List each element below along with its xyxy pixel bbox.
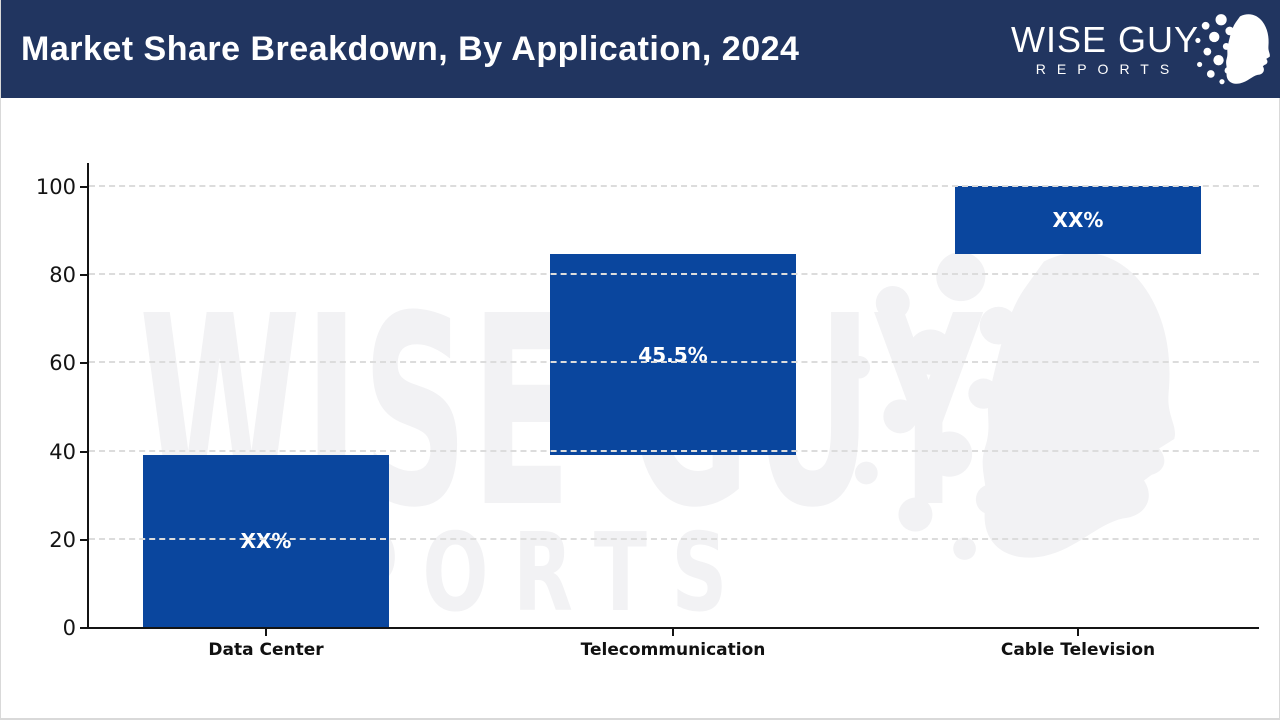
- x-category-label: Telecommunication: [580, 640, 766, 660]
- bar-segment[interactable]: XX%: [143, 455, 389, 627]
- x-tick: [1077, 629, 1079, 636]
- gridline: [89, 449, 1259, 452]
- watermark-dotted-head: [847, 252, 1175, 560]
- gridline: [89, 537, 1259, 540]
- bar-value-label: XX%: [240, 528, 292, 553]
- gridline: [89, 361, 1259, 364]
- header-bar: Market Share Breakdown, By Application, …: [1, 0, 1280, 98]
- bar-value-label: XX%: [1052, 208, 1104, 233]
- y-tick-label: 40: [49, 439, 76, 464]
- x-category-label: Data Center: [208, 640, 324, 660]
- brand-name: WISE GUY: [1010, 19, 1199, 60]
- y-tick-label: 0: [62, 616, 76, 640]
- x-axis-line: [87, 627, 1259, 629]
- brand-logo: WISE GUY REPORTS: [1011, 5, 1280, 93]
- y-tick: [80, 362, 87, 365]
- y-tick: [80, 538, 87, 541]
- y-tick-label: 20: [49, 527, 76, 552]
- x-tick: [672, 629, 674, 636]
- y-tick-label: 100: [35, 175, 76, 199]
- y-tick: [80, 186, 87, 188]
- gridline: [89, 185, 1259, 187]
- gridline: [89, 273, 1259, 276]
- bar-segment[interactable]: XX%: [955, 186, 1201, 255]
- x-category-label: Cable Television: [1000, 640, 1156, 660]
- brand-subname: REPORTS: [1035, 61, 1181, 77]
- y-tick: [80, 274, 87, 277]
- y-tick-label: 60: [49, 351, 76, 376]
- y-tick: [80, 627, 87, 629]
- x-tick: [265, 629, 267, 636]
- bar-segment[interactable]: 45.5%: [550, 254, 796, 455]
- brand-logo-text: WISE GUY REPORTS: [1010, 19, 1199, 77]
- y-tick-label: 80: [49, 263, 76, 288]
- y-tick: [80, 450, 87, 453]
- dotted-head-icon: [1195, 14, 1270, 85]
- y-axis-line: [87, 163, 89, 629]
- page-title: Market Share Breakdown, By Application, …: [21, 29, 800, 68]
